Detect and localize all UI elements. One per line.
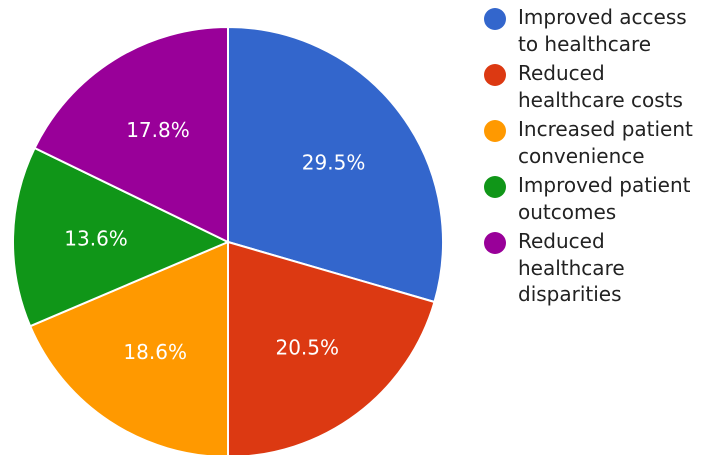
legend-item-3[interactable]: Increased patient convenience [484,116,713,169]
legend-label-1: Improved access to healthcare [518,5,687,56]
pie-slice-3[interactable] [28,240,229,455]
legend-label-2: Reduced healthcare costs [518,61,683,112]
chart-legend: Improved access to healthcare Reduced hea… [484,4,713,311]
legend-item-2[interactable]: Reduced healthcare costs [484,60,713,113]
legend-label-5: Reduced healthcare disparities [518,229,625,306]
legend-label-3: Increased patient convenience [518,117,693,168]
legend-item-5[interactable]: Reduced healthcare disparities [484,228,713,308]
legend-label-4: Improved patient outcomes [518,173,691,224]
legend-swatch-1 [484,8,506,30]
pie-slice-5[interactable] [33,25,229,244]
legend-item-1[interactable]: Improved access to healthcare [484,4,713,57]
slice-value-label-4: 13.6% [64,227,128,251]
legend-swatch-4 [484,176,506,198]
slice-value-label-3: 18.6% [123,340,187,364]
slice-value-label-2: 20.5% [275,336,339,360]
legend-item-4[interactable]: Improved patient outcomes [484,172,713,225]
slice-value-label-5: 17.8% [126,118,190,142]
pie-slice-4[interactable] [12,146,231,328]
legend-swatch-2 [484,64,506,86]
legend-swatch-3 [484,120,506,142]
legend-swatch-5 [484,232,506,254]
slice-value-label-1: 29.5% [302,151,366,175]
pie-slice-1[interactable] [227,25,444,304]
